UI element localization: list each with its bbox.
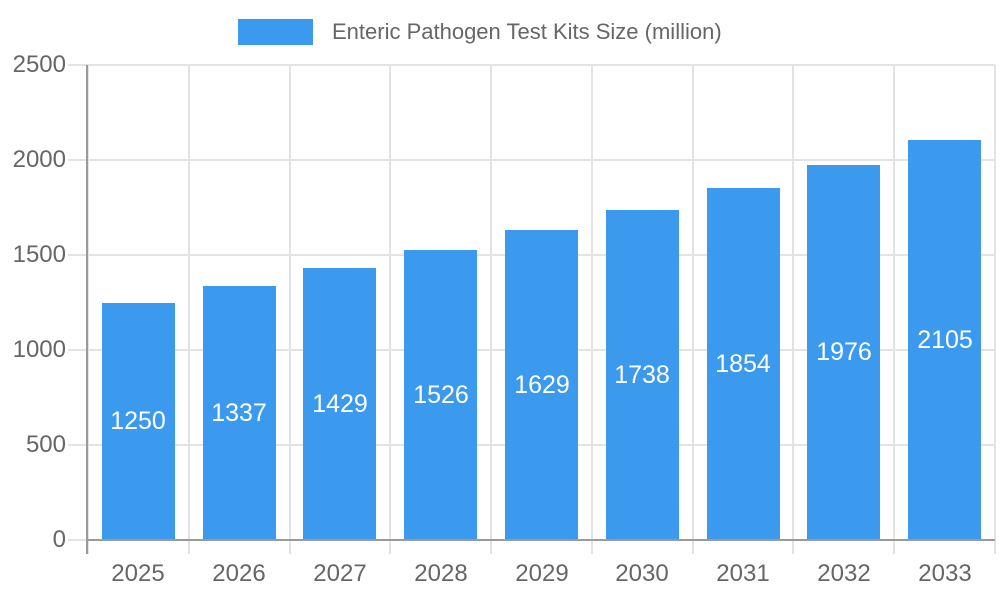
x-axis-tick xyxy=(893,540,896,554)
legend-label: Enteric Pathogen Test Kits Size (million… xyxy=(332,19,722,44)
x-axis-tick xyxy=(691,540,694,554)
y-axis-tick-label: 2500 xyxy=(12,51,66,78)
x-gridline xyxy=(994,65,996,540)
bar-value-label: 1250 xyxy=(110,407,166,435)
bar-value-label: 2105 xyxy=(917,326,973,354)
legend[interactable]: Enteric Pathogen Test Kits Size (million… xyxy=(238,19,722,45)
bar-value-label: 1337 xyxy=(211,399,267,427)
y-axis-line xyxy=(86,65,88,554)
bar[interactable] xyxy=(505,230,578,539)
x-axis-tick xyxy=(792,540,795,554)
x-gridline xyxy=(893,65,896,540)
bar[interactable] xyxy=(102,302,175,539)
x-axis-tick-label: 2032 xyxy=(817,560,871,587)
y-gridline xyxy=(68,159,995,161)
x-axis-tick xyxy=(994,540,996,554)
x-axis-tick-label: 2025 xyxy=(111,560,165,587)
bar-value-label: 1429 xyxy=(312,390,368,418)
x-gridline xyxy=(590,65,593,540)
y-axis-tick-label: 1500 xyxy=(12,241,66,268)
x-gridline xyxy=(792,65,795,540)
x-axis-tick-label: 2031 xyxy=(716,560,770,587)
x-gridline xyxy=(490,65,493,540)
x-axis-tick-label: 2029 xyxy=(515,560,569,587)
x-axis-tick xyxy=(187,540,190,554)
bar[interactable] xyxy=(404,250,477,539)
y-axis-tick-label: 0 xyxy=(52,526,66,553)
x-gridline xyxy=(187,65,190,540)
x-gridline xyxy=(87,65,89,540)
bar-value-label: 1976 xyxy=(816,338,872,366)
x-axis-line xyxy=(86,539,995,541)
x-axis-tick xyxy=(87,540,89,554)
x-gridline xyxy=(389,65,392,540)
bar[interactable] xyxy=(203,285,276,539)
x-axis-tick-label: 2026 xyxy=(212,560,266,587)
legend-swatch-icon xyxy=(238,19,313,45)
bar[interactable] xyxy=(807,164,880,539)
x-gridline xyxy=(691,65,694,540)
bar-value-label: 1526 xyxy=(413,381,469,409)
bar[interactable] xyxy=(303,268,376,539)
y-axis-tick-label: 500 xyxy=(25,431,66,458)
y-axis-tick-label: 1000 xyxy=(12,336,66,363)
x-axis-tick-label: 2033 xyxy=(918,560,972,587)
y-axis-tick-label: 2000 xyxy=(12,146,66,173)
x-axis-tick-label: 2030 xyxy=(615,560,669,587)
x-axis-tick xyxy=(389,540,392,554)
bar-value-label: 1738 xyxy=(614,361,670,389)
bar[interactable] xyxy=(908,140,981,539)
bar[interactable] xyxy=(707,187,780,539)
x-gridline xyxy=(288,65,291,540)
bar[interactable] xyxy=(606,209,679,539)
x-axis-tick xyxy=(590,540,593,554)
bar-value-label: 1629 xyxy=(514,371,570,399)
x-axis-tick xyxy=(490,540,493,554)
x-axis-tick-label: 2027 xyxy=(313,560,367,587)
x-axis-tick xyxy=(288,540,291,554)
y-gridline xyxy=(68,64,995,66)
bar-value-label: 1854 xyxy=(715,350,771,378)
x-axis-tick-label: 2028 xyxy=(414,560,468,587)
